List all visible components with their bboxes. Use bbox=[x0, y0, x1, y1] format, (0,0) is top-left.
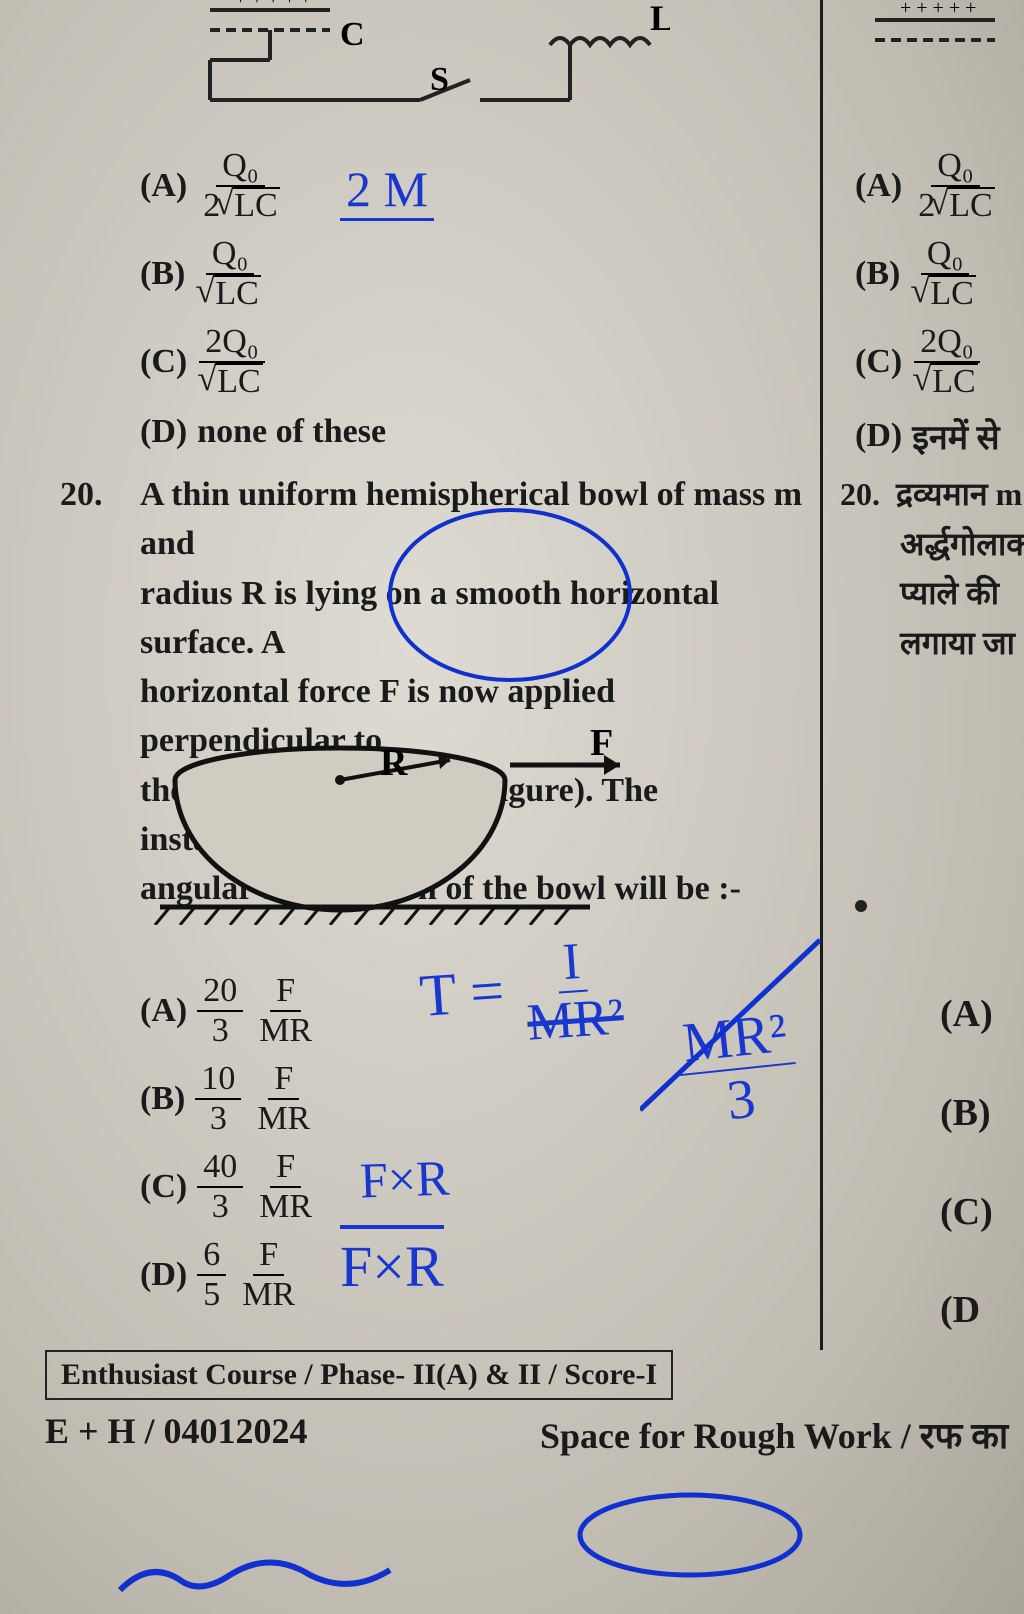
q19-options-right: (A) Q₀ 2LC (B) Q₀ LC (C) 2Q₀ LC (D) इनमे… bbox=[855, 135, 1024, 473]
handwriting-2m: 2 M bbox=[340, 160, 434, 221]
q20-right: 20. द्रव्यमान m अर्द्धगोलाक प्याले की लग… bbox=[840, 470, 1024, 668]
dot-icon bbox=[855, 900, 867, 912]
q20-figure: R F bbox=[150, 725, 670, 925]
svg-text:+ + + + +: + + + + + bbox=[900, 0, 976, 19]
column-divider bbox=[820, 0, 823, 1350]
svg-text:+ + + + +: + + + + + bbox=[235, 0, 311, 9]
handwriting-bottom-ellipse bbox=[560, 1480, 820, 1590]
handwriting-strike bbox=[640, 930, 840, 1130]
q20-opt-a: (A) 203 FMR bbox=[140, 974, 460, 1048]
q20-number: 20. bbox=[60, 470, 103, 519]
q19-opt-c: (C) 2Q₀ LC bbox=[140, 325, 520, 399]
circuit-diagram: + + + + + C S L bbox=[150, 0, 670, 120]
q19-opt-a: (A) Q₀ 2LC bbox=[140, 149, 520, 223]
handwriting-fxr-1: F×R bbox=[359, 1148, 450, 1209]
q19-opt-b: (B) Q₀ LC bbox=[140, 237, 520, 311]
svg-text:C: C bbox=[340, 16, 365, 53]
circuit-right-fragment: + + + + + bbox=[875, 0, 1024, 80]
footer-code: E + H / 04012024 bbox=[45, 1410, 308, 1452]
footer-rough: Space for Rough Work / रफ का bbox=[540, 1410, 1008, 1459]
svg-text:F: F bbox=[590, 725, 613, 764]
handwriting-torque: T = I MR² bbox=[416, 933, 631, 1057]
q19-options-left: (A) Q₀ 2LC (B) Q₀ LC (C) 2Q₀ LC (D) none… bbox=[140, 135, 520, 465]
svg-text:L: L bbox=[650, 0, 670, 38]
svg-text:S: S bbox=[430, 61, 449, 98]
q19-opt-d: (D) none of these bbox=[140, 413, 520, 451]
q20-opt-b: (B) 103 FMR bbox=[140, 1062, 460, 1136]
footer-course-box: Enthusiast Course / Phase- II(A) & II / … bbox=[45, 1350, 673, 1400]
handwriting-fxr-2: F×R bbox=[340, 1225, 444, 1300]
handwriting-circle bbox=[380, 500, 640, 690]
q20-options-right: (A) (B) (C) (D bbox=[940, 965, 993, 1360]
svg-text:R: R bbox=[380, 742, 408, 784]
handwriting-bottom-scribble bbox=[110, 1540, 410, 1614]
